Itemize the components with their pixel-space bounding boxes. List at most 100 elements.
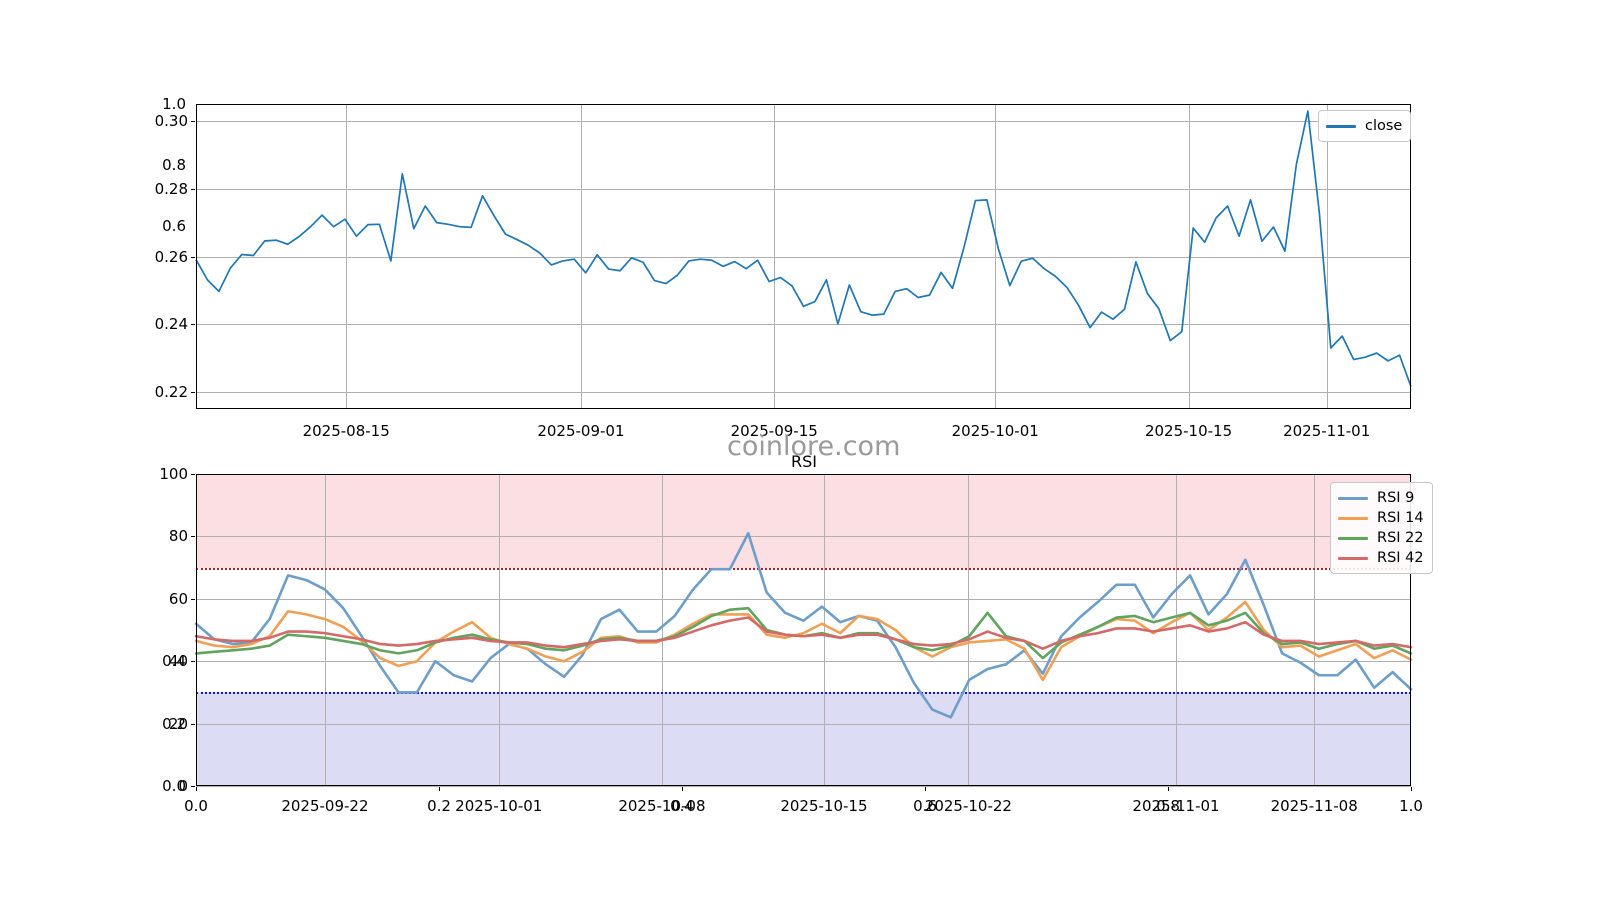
tick-mark [191,188,195,190]
price-gridline-h [196,324,1411,326]
legend-label-rsi-22: RSI 22 [1377,530,1424,546]
rsi-unit-x-tick-0.0: 0.0 [184,797,208,815]
price-unit-y-tick-1.0: 1.0 [162,95,186,113]
rsi-x-tick-2025-09-22: 2025-09-22 [281,797,369,815]
price-unit-y-tick-0.8: 0.8 [162,156,186,174]
legend-swatch-rsi-9 [1338,496,1368,500]
legend-label-rsi-14: RSI 14 [1377,510,1424,526]
rsi-unit-x-tick-0.4: 0.4 [670,797,694,815]
rsi-unit-x-tick-0.2: 0.2 [427,797,451,815]
rsi-legend[interactable]: RSI 9 RSI 14 RSI 22 RSI 42 [1330,482,1433,574]
rsi-line-rsi-14 [194,600,1413,682]
rsi-y-tick-100: 100 [159,465,188,483]
rsi-gridline-h [196,723,1411,725]
rsi-x-tick-2025-10-22: 2025-10-22 [924,797,1012,815]
legend-label-rsi-9: RSI 9 [1377,490,1415,506]
rsi-gridline-v [324,474,326,786]
tick-mark [196,787,197,791]
price-gridline-v [995,104,997,409]
price-x-tick-2025-09-15: 2025-09-15 [730,422,818,440]
price-gridline-v [1188,104,1190,409]
legend-entry-rsi-9[interactable]: RSI 9 [1338,488,1424,508]
legend-entry-rsi-14[interactable]: RSI 14 [1338,508,1424,528]
rsi-y-tick-60: 60 [168,589,188,608]
rsi-line-rsi-9 [194,531,1413,719]
rsi-gridline-v [1314,474,1316,786]
tick-mark [191,598,195,600]
legend-label-rsi-42: RSI 42 [1377,550,1424,566]
tick-mark [439,787,440,791]
price-unit-y-tick-0.6: 0.6 [162,217,186,235]
overbought-band [196,474,1411,568]
close-price-line [195,110,1412,387]
price-gridline-v [774,104,776,409]
rsi-unit-x-tick-1.0: 1.0 [1399,797,1423,815]
rsi-x-tick-2025-10-01: 2025-10-01 [455,797,543,815]
rsi-subtitle: RSI [791,452,817,471]
legend-entry-close[interactable]: close [1326,116,1402,136]
coinlore-watermark: coinlore.com [727,431,901,462]
price-x-tick-2025-11-01: 2025-11-01 [1283,422,1371,440]
rsi-gridline-v [823,474,825,786]
rsi-gridline-h [196,786,1411,787]
legend-swatch-rsi-14 [1338,516,1368,520]
tick-mark [191,392,195,394]
legend-entry-rsi-22[interactable]: RSI 22 [1338,528,1424,548]
rsi-x-tick-2025-11-01: 2025-11-01 [1132,797,1220,815]
price-x-tick-2025-10-15: 2025-10-15 [1144,422,1233,440]
price-gridline-v [580,104,582,409]
rsi-line-rsi-42 [194,616,1413,651]
legend-swatch-rsi-42 [1338,556,1368,560]
rsi-x-tick-2025-10-08: 2025-10-08 [618,797,706,815]
price-y-tick-0.28: 0.28 [154,179,188,198]
price-gridline-h [196,392,1411,394]
rsi-gridline-v [968,474,970,786]
price-legend[interactable]: close [1318,110,1412,142]
tick-mark [1411,787,1412,791]
rsi-x-tick-2025-10-15: 2025-10-15 [780,797,868,815]
tick-mark [191,661,195,663]
rsi-y-tick-20: 20 [168,714,188,733]
legend-label-close: close [1365,118,1403,134]
rsi-y-tick-40: 40 [168,652,188,671]
rsi-chart-panel [194,474,1413,787]
rsi-line-series [194,531,1413,719]
rsi-unit-y-tick-0.2: 0.2 [162,714,186,733]
price-y-tick-0.26: 0.26 [154,247,188,266]
rsi-gridline-v [1176,474,1177,786]
price-gridline-h [196,256,1411,258]
oversold-threshold-line [196,692,1411,695]
price-y-tick-0.30: 0.30 [154,111,188,130]
price-gridline-v [346,104,348,409]
rsi-gridline-h [196,661,1411,663]
tick-mark [1168,787,1169,791]
tick-mark [925,787,926,791]
price-x-tick-2025-09-01: 2025-09-01 [537,422,625,440]
rsi-gridline-v [498,474,500,786]
tick-mark [191,256,195,258]
legend-swatch-rsi-22 [1338,536,1368,540]
legend-entry-rsi-42[interactable]: RSI 42 [1338,548,1424,568]
price-gridline-h [196,120,1411,122]
price-y-tick-0.22: 0.22 [154,383,188,402]
tick-mark [191,474,195,475]
overbought-threshold-line [196,567,1411,570]
rsi-y-tick-0: 0 [178,777,188,795]
price-gridline-h [196,188,1411,190]
rsi-gridline-v [662,474,663,786]
price-y-tick-0.24: 0.24 [154,315,188,334]
price-gridline-v [1326,104,1328,409]
legend-swatch-close [1326,124,1356,128]
rsi-gridline-h [196,598,1411,600]
price-x-tick-2025-10-01: 2025-10-01 [951,422,1039,440]
price-line-series [195,110,1412,387]
price-x-tick-2025-08-15: 2025-08-15 [302,422,390,440]
price-chart-panel [195,104,1412,409]
rsi-unit-x-tick-0.6: 0.6 [913,797,937,815]
rsi-unit-y-tick-0.4: 0.4 [162,652,186,671]
tick-mark [191,723,195,725]
rsi-gridline-h [196,536,1411,538]
rsi-unit-y-tick-0.0: 0.0 [162,777,186,795]
rsi-x-tick-2025-11-08: 2025-11-08 [1270,797,1358,815]
